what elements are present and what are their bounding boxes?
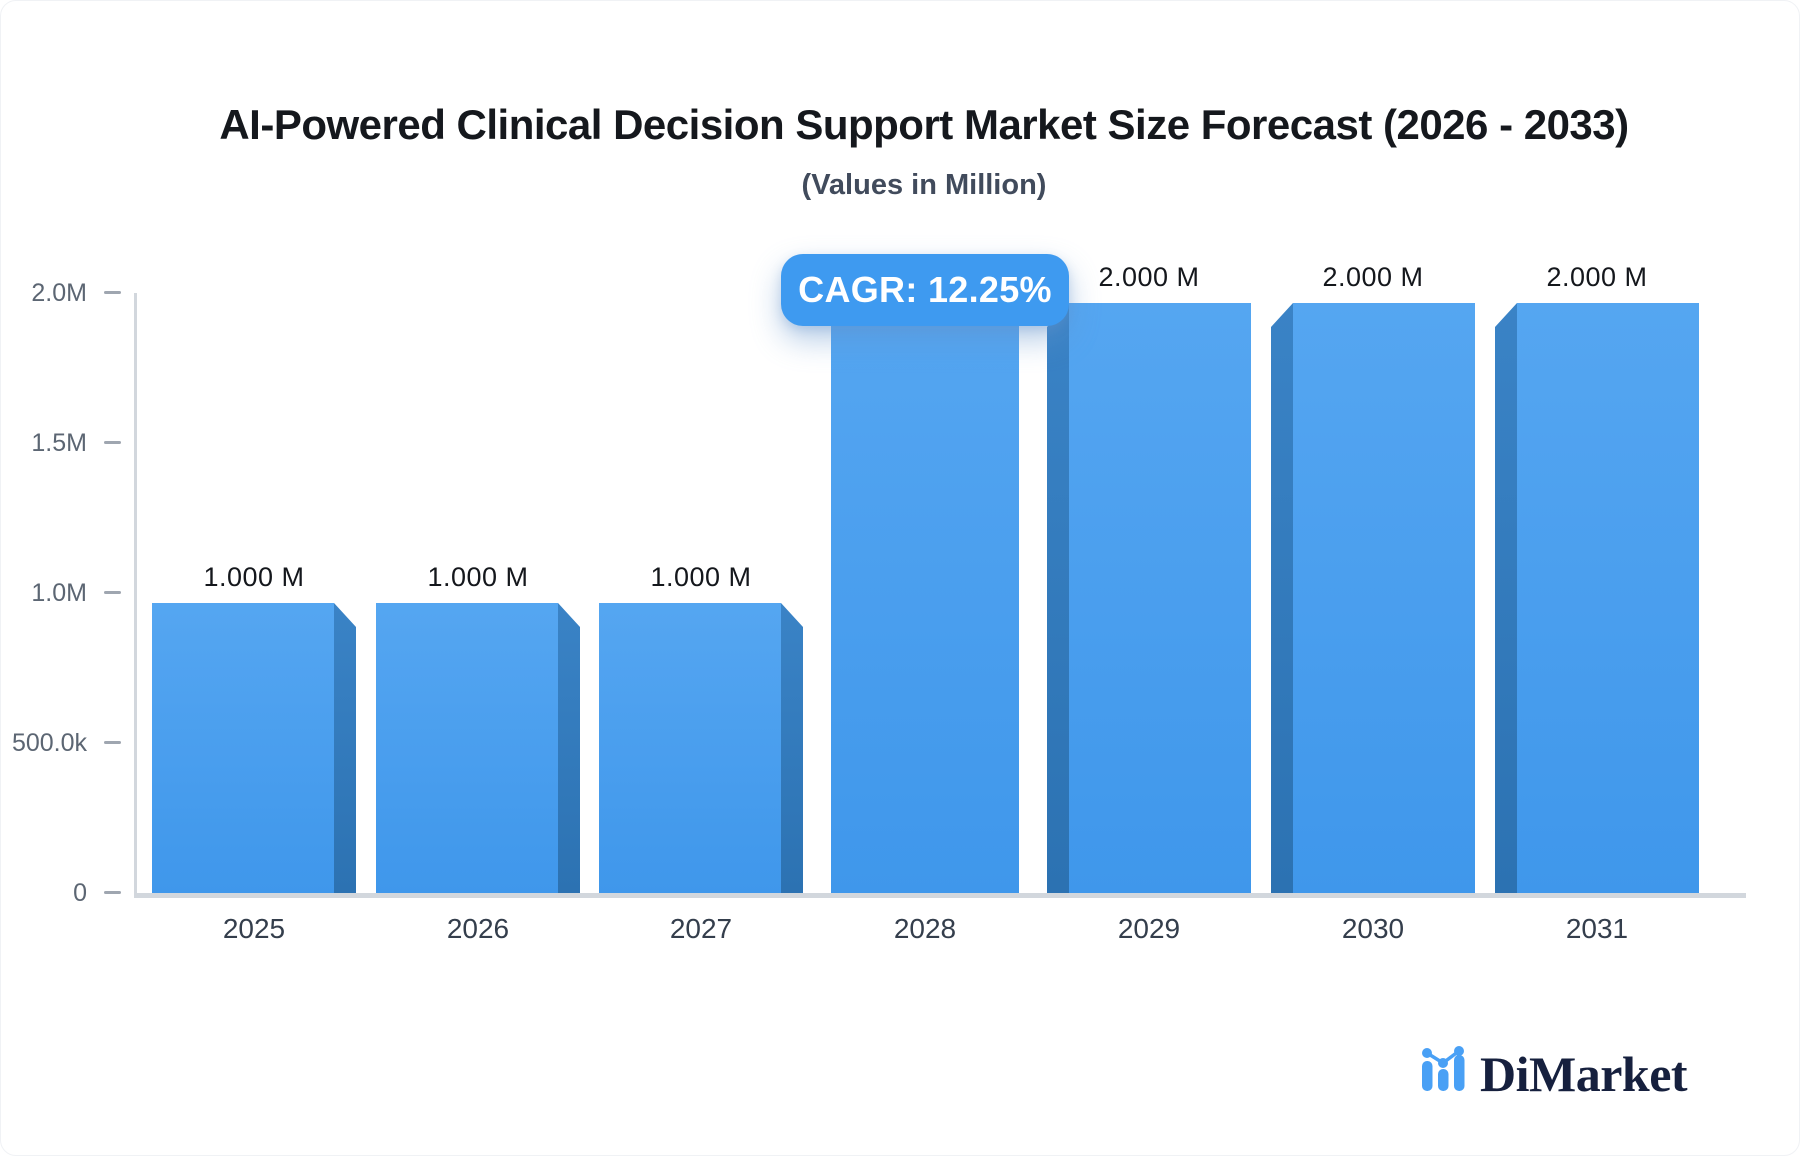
chart-title: AI-Powered Clinical Decision Support Mar…: [219, 101, 1629, 148]
bar-value-label: 1.000 M: [650, 562, 752, 592]
bar-side-face: [1047, 303, 1069, 893]
cagr-badge: CAGR: 12.25%: [781, 254, 1069, 326]
x-axis-label-2031: 2031: [1565, 913, 1629, 944]
bar-front-face: [831, 303, 1019, 893]
y-tick-label: 1.0M: [31, 579, 87, 607]
bar-side-face: [1271, 303, 1293, 893]
y-tick-mark: [104, 891, 121, 894]
chart-subtitle: (Values in Million): [801, 169, 1047, 201]
bar-front-face: [599, 603, 781, 893]
dimarket-logo-icon: [1422, 1046, 1465, 1091]
bar-side-face: [1495, 303, 1517, 893]
y-tick-mark: [104, 591, 121, 594]
bar-value-label: 2.000 M: [1322, 262, 1424, 292]
bar-front-face: [376, 603, 558, 893]
brand-logo: DiMarket: [1421, 1041, 1688, 1099]
bar-side-face: [558, 603, 580, 893]
cagr-badge-label: CAGR: 12.25%: [798, 269, 1052, 310]
y-tick-label: 500.0k: [11, 729, 87, 757]
y-tick-mark: [104, 291, 121, 294]
bar-front-face: [1293, 303, 1475, 893]
bar-2031[interactable]: [1495, 303, 1699, 893]
bar-value-label: 1.000 M: [203, 562, 305, 592]
x-axis-label-2029: 2029: [1117, 913, 1181, 944]
x-axis-label-2027: 2027: [669, 913, 733, 944]
bar-value-label: 1.000 M: [427, 562, 529, 592]
y-tick-label: 0: [73, 879, 87, 907]
plot-area: 2.0M 1.5M 1.0M 500.0k 0 1.000 M 2025 1.000 M 202…: [12, 262, 1746, 944]
x-axis-label-2028: 2028: [893, 913, 957, 944]
y-tick-mark: [104, 441, 121, 444]
bar-2028[interactable]: [831, 303, 1019, 893]
y-tick-mark: [104, 741, 121, 744]
bar-front-face: [1517, 303, 1699, 893]
bar-side-face: [334, 603, 356, 893]
bar-value-label: 2.000 M: [1098, 262, 1200, 292]
bar-2030[interactable]: [1271, 303, 1475, 893]
bar-front-face: [152, 603, 334, 893]
brand-name: DiMarket: [1480, 1046, 1688, 1102]
bar-2026[interactable]: [376, 603, 580, 893]
y-tick-label: 1.5M: [31, 429, 87, 457]
bar-2027[interactable]: [599, 603, 803, 893]
bar-front-face: [1069, 303, 1251, 893]
x-axis-label-2030: 2030: [1341, 913, 1405, 944]
bar-2029[interactable]: [1047, 303, 1251, 893]
x-axis-label-2026: 2026: [446, 913, 510, 944]
bar-value-label: 2.000 M: [1546, 262, 1648, 292]
x-axis-label-2025: 2025: [222, 913, 286, 944]
bar-side-face: [781, 603, 803, 893]
y-tick-label: 2.0M: [31, 279, 87, 307]
bar-2025[interactable]: [152, 603, 356, 893]
